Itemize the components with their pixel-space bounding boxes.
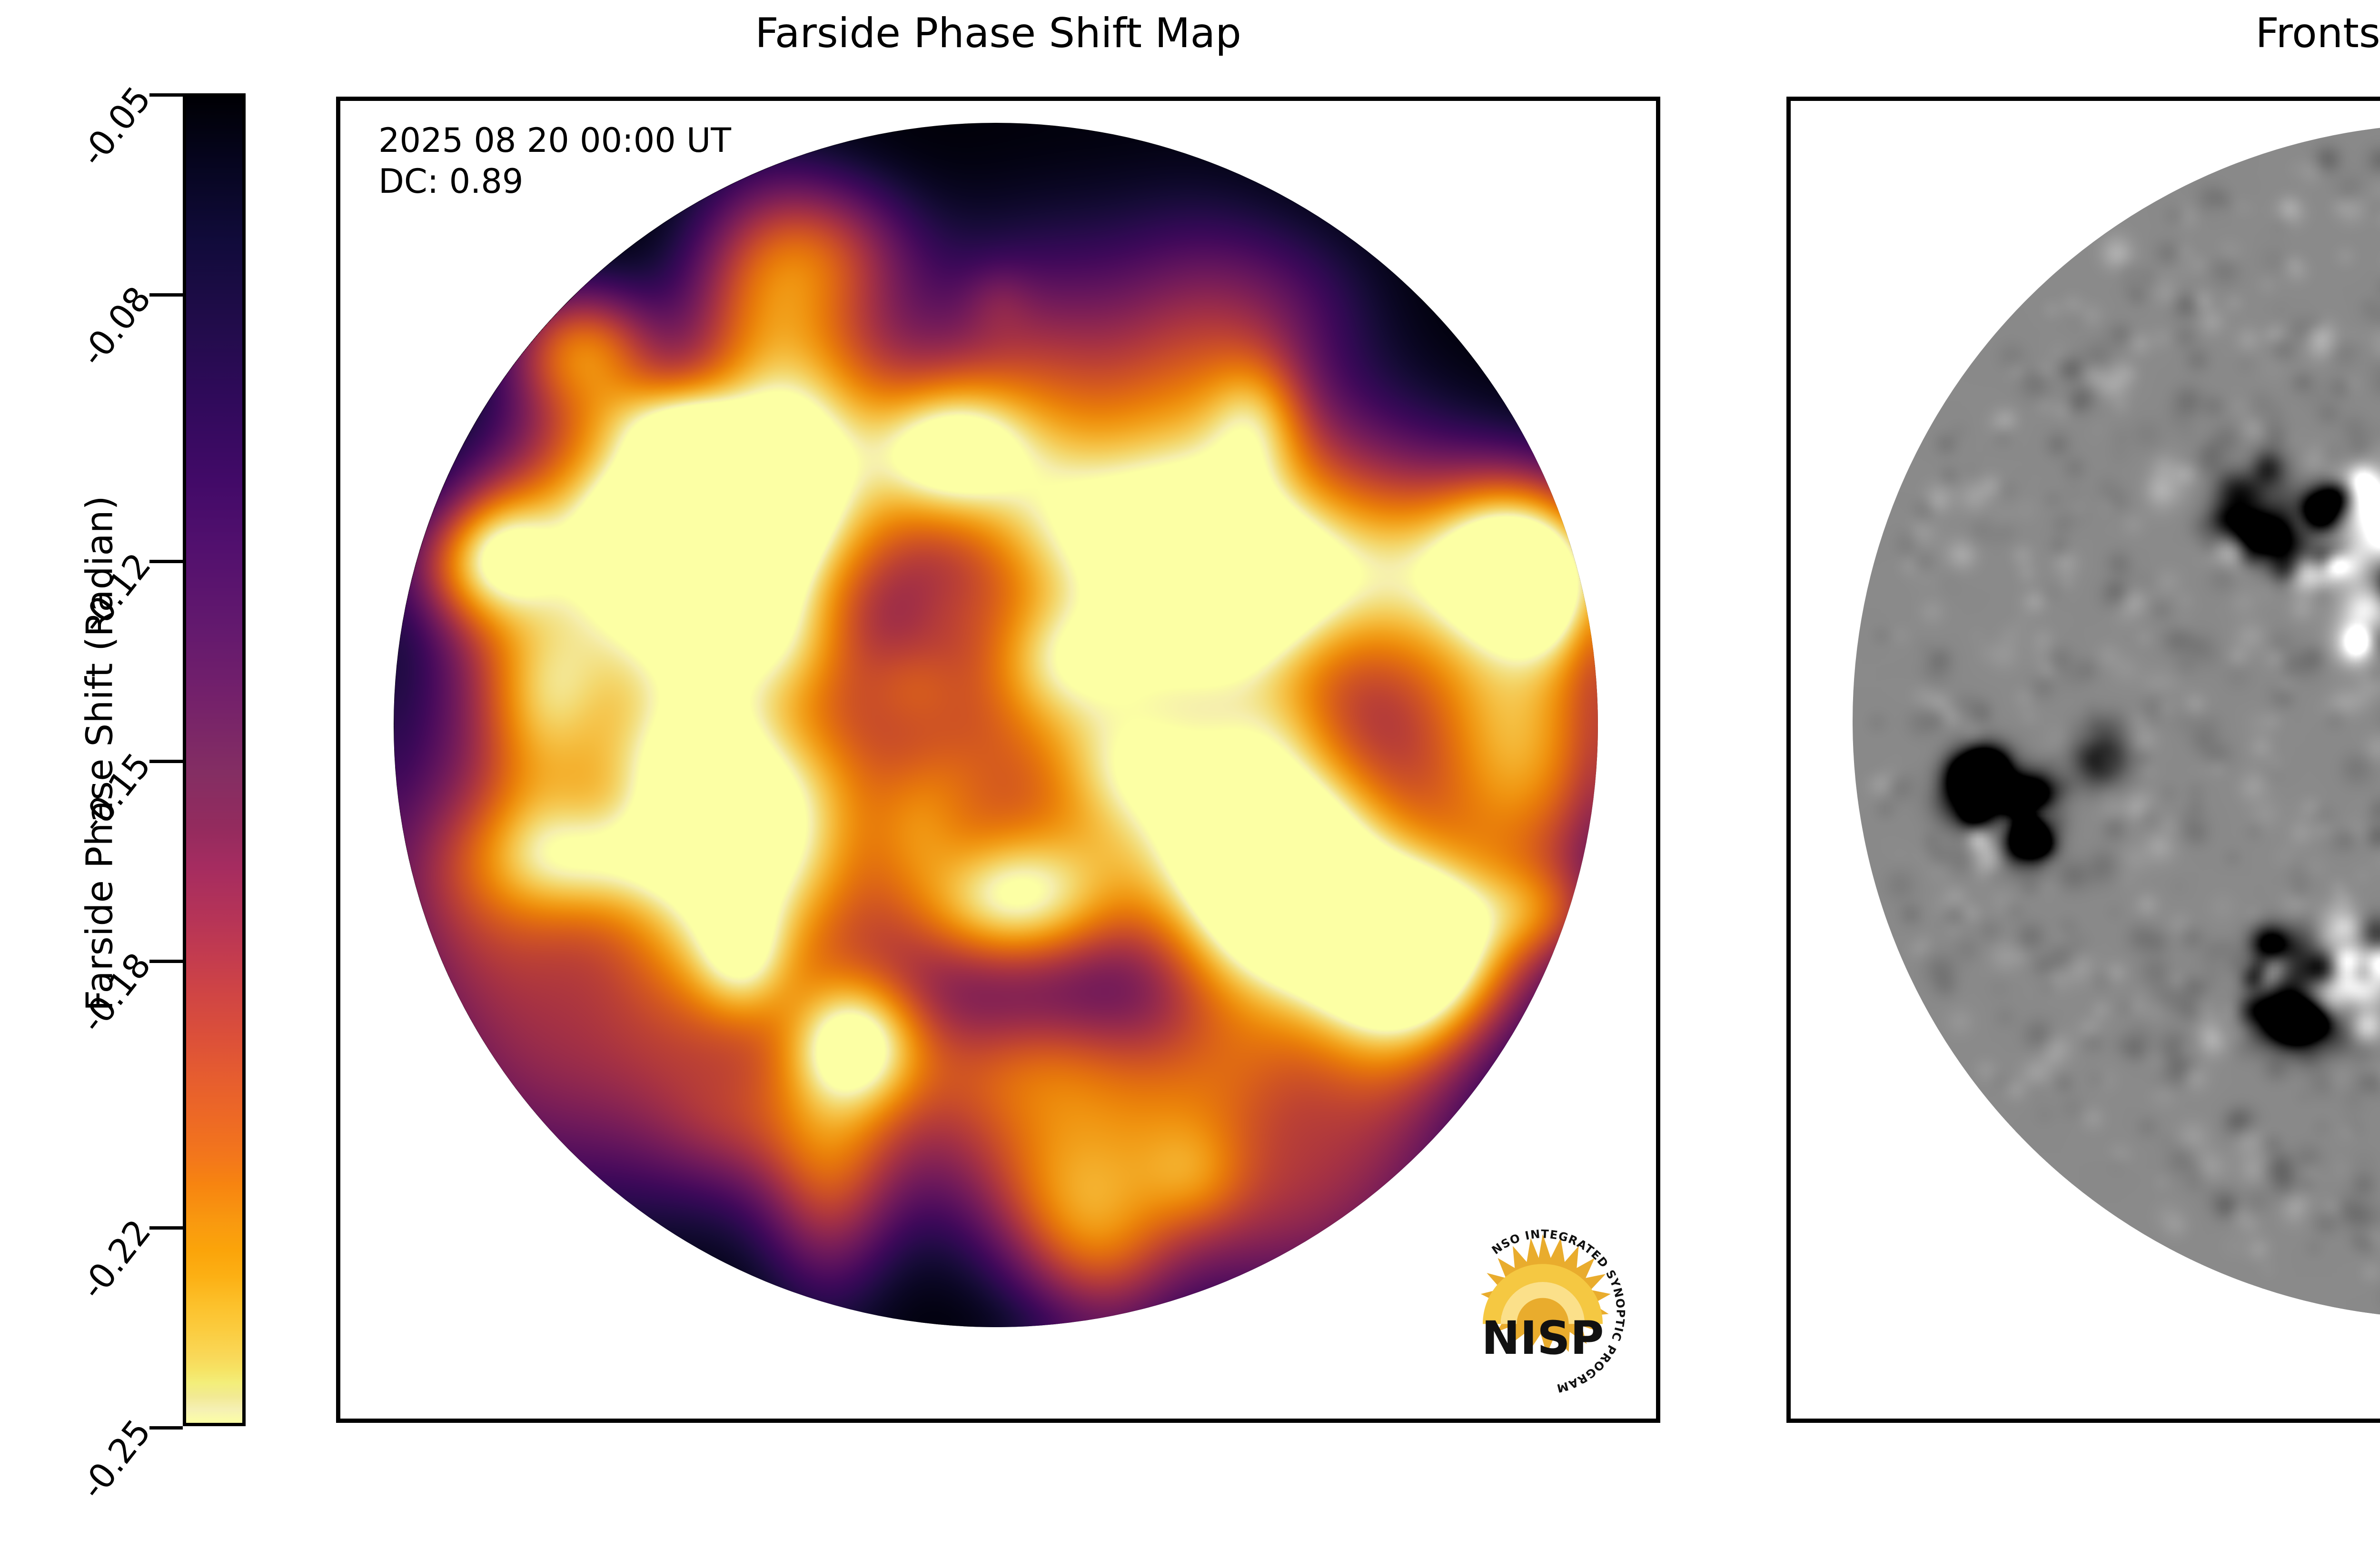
panel-frontside-mag-map[interactable]: NSO INTEGRATED SYNOPTIC PROGRAM NISP <box>1786 97 2380 1423</box>
panel-title-farside: Farside Phase Shift Map <box>755 10 1241 57</box>
nisp-logo-farside: NSO INTEGRATED SYNOPTIC PROGRAM NISP <box>1443 1212 1643 1412</box>
panel-title-frontside: Frontside Mag Map <box>2255 10 2380 57</box>
colorbar-tick-mark <box>149 293 183 297</box>
colorbar-axis-label: Farside Phase Shift (Radian) <box>79 495 121 1012</box>
colorbar-tick-mark <box>149 760 183 763</box>
svg-text:NISP: NISP <box>1481 1311 1604 1365</box>
colorbar-tick-mark <box>149 560 183 563</box>
colorbar-tick-mark <box>149 1226 183 1230</box>
colorbar-block: Farside Phase Shift (Radian) -0.05 -0.08-… <box>0 0 333 1507</box>
colorbar-gradient <box>183 93 246 1426</box>
annotation-timestamp: 2025 08 20 00:00 UT <box>378 121 732 160</box>
farside-solar-disk <box>394 123 1598 1327</box>
farside-phase-shift-image <box>394 123 1598 1327</box>
frontside-solar-disk <box>1853 124 2380 1319</box>
frontside-magnetogram-image <box>1853 124 2380 1319</box>
colorbar-tick-mark <box>149 1426 183 1430</box>
panel-farside-phase-shift-map[interactable]: 2025 08 20 00:00 UT DC: 0.89 NSO INTEGRA… <box>336 97 1660 1423</box>
annotation-duty-cycle: DC: 0.89 <box>378 162 524 201</box>
colorbar-tick-mark <box>149 93 183 97</box>
colorbar-tick-mark <box>149 960 183 963</box>
colorbar-tick-label: -0.25 <box>72 1412 159 1507</box>
